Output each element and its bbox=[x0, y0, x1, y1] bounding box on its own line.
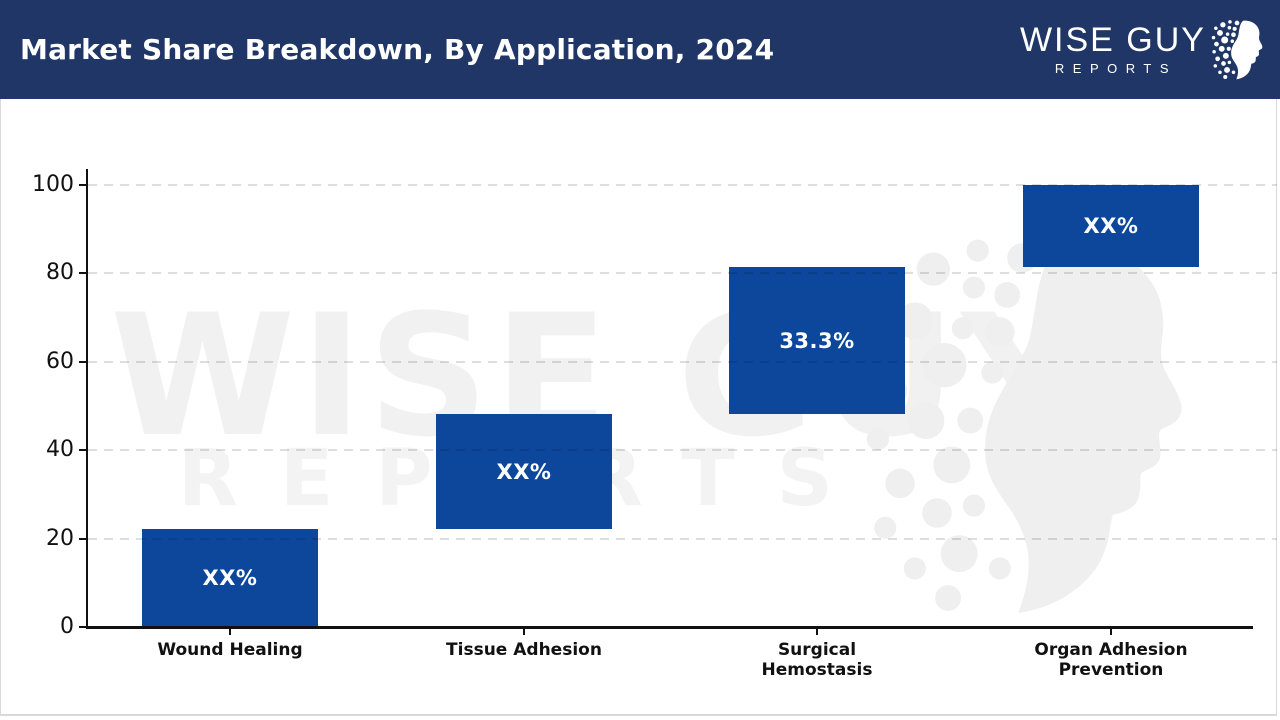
y-axis-tick-label: 60 bbox=[46, 348, 74, 374]
logo-brand-name: WISE GUY bbox=[1019, 21, 1206, 59]
y-axis-tick-label: 100 bbox=[32, 172, 74, 197]
gridline-40 bbox=[88, 449, 1277, 452]
x-axis-tick bbox=[1110, 629, 1112, 635]
x-axis-category-label: Surgical Hemostasis bbox=[761, 640, 873, 680]
x-axis-category-label: Wound Healing bbox=[157, 640, 303, 660]
x-axis-category-label: Organ Adhesion Prevention bbox=[1034, 640, 1188, 680]
x-axis-tick bbox=[816, 629, 818, 635]
gridline-20 bbox=[88, 537, 1277, 540]
y-axis-tick bbox=[79, 184, 87, 186]
y-axis-tick-label: 0 bbox=[60, 614, 74, 639]
bar-value-label: XX% bbox=[1083, 214, 1139, 239]
content-frame bbox=[0, 99, 1277, 716]
y-axis-tick bbox=[79, 537, 87, 540]
bar-organ-adhesion-prevention: XX% bbox=[1023, 185, 1199, 268]
y-axis-tick bbox=[79, 449, 87, 452]
header-bar: Market Share Breakdown, By Application, … bbox=[0, 0, 1280, 99]
x-axis-tick bbox=[229, 629, 231, 635]
y-axis-tick-label: 80 bbox=[46, 260, 74, 286]
dotted-head-icon bbox=[1211, 19, 1263, 79]
x-axis-category-label: Tissue Adhesion bbox=[446, 640, 602, 660]
y-axis-line bbox=[86, 169, 88, 629]
x-axis-line bbox=[86, 626, 1253, 629]
bar-tissue-adhesion: XX% bbox=[436, 414, 612, 529]
y-axis-tick bbox=[79, 272, 87, 275]
bar-value-label: 33.3% bbox=[779, 328, 855, 353]
y-axis-tick-label: 20 bbox=[46, 525, 74, 551]
logo-text: WISE GUY REPORTS bbox=[1020, 23, 1206, 76]
gridline-100 bbox=[88, 184, 1277, 186]
logo-brand-subtitle: REPORTS bbox=[1054, 61, 1178, 76]
y-axis-tick-label: 40 bbox=[46, 437, 74, 463]
bar-value-label: XX% bbox=[496, 459, 552, 484]
page-title: Market Share Breakdown, By Application, … bbox=[20, 33, 775, 66]
wise-guy-reports-logo: WISE GUY REPORTS bbox=[1020, 13, 1264, 87]
y-axis-tick bbox=[79, 626, 87, 628]
gridline-80 bbox=[88, 272, 1277, 275]
bar-surgical-hemostasis: 33.3% bbox=[729, 267, 905, 415]
bar-value-label: XX% bbox=[202, 565, 258, 590]
gridline-60 bbox=[88, 360, 1277, 363]
x-axis-tick bbox=[523, 629, 525, 635]
bar-wound-healing: XX% bbox=[142, 528, 318, 627]
y-axis-tick bbox=[79, 360, 87, 363]
